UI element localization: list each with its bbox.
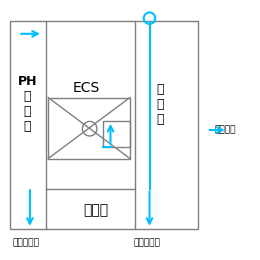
Text: 曝
气
池: 曝 气 池 bbox=[156, 82, 164, 126]
Text: ECS: ECS bbox=[72, 81, 99, 95]
Circle shape bbox=[82, 121, 97, 136]
Text: 水流方向: 水流方向 bbox=[214, 126, 236, 134]
Text: 污水进水口: 污水进水口 bbox=[12, 239, 40, 248]
Bar bbox=[48, 98, 130, 159]
Text: 处理后出水: 处理后出水 bbox=[133, 239, 160, 248]
Bar bbox=[103, 121, 130, 147]
Bar bbox=[10, 21, 198, 229]
Text: PH
调
节
池: PH 调 节 池 bbox=[18, 75, 37, 133]
Text: 浮渣池: 浮渣池 bbox=[84, 204, 109, 218]
